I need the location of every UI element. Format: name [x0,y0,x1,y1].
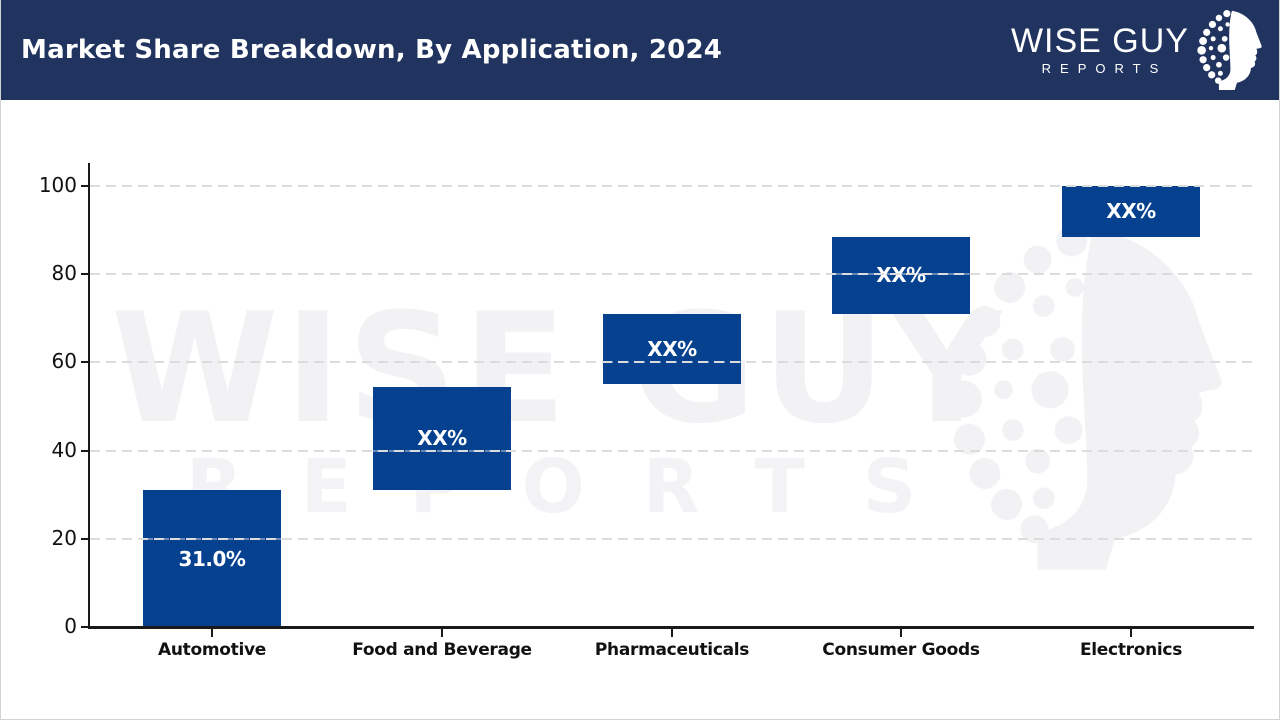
x-tick-mark [1130,629,1132,637]
y-tick-label: 60 [51,349,77,374]
bar-segment: 31.0% [143,490,281,627]
y-tick-mark [81,537,90,540]
x-category-label: Electronics [1079,640,1183,660]
y-tick-mark [81,361,90,364]
y-tick-label: 0 [64,614,77,638]
y-axis-line [88,163,90,629]
bar-segment: XX% [1062,186,1200,237]
x-tick-mark [671,629,673,637]
gridline [90,361,1254,364]
y-tick-mark [81,185,90,187]
y-tick-label: 40 [51,437,77,462]
bar-value-label: XX% [417,426,467,451]
logo-subtitle: REPORTS [1041,60,1168,76]
bar-segment: XX% [373,386,511,491]
x-tick-mark [441,629,443,637]
bar-value-label: XX% [1106,199,1156,224]
bar-value-label: XX% [876,263,926,288]
x-category-label: Automotive [157,640,267,660]
wiseguy-head-icon [1197,10,1262,90]
gridline [90,273,1254,276]
bar-segment: XX% [832,236,970,314]
gridline [90,537,1254,540]
bar-value-label: XX% [647,337,697,362]
x-category-label: Consumer Goods [822,640,980,660]
logo-wordmark: WISE GUY [1010,22,1189,61]
y-tick-label: 80 [51,261,77,286]
logo-text: WISE GUY REPORTS [1010,22,1189,76]
gridline [90,449,1254,452]
x-category-label: Pharmaceuticals [594,640,750,660]
header-bar: Market Share Breakdown, By Application, … [1,0,1279,100]
y-tick-mark [81,449,90,452]
x-category-label: Food and Beverage [352,640,532,660]
x-tick-mark [211,629,213,637]
y-tick-mark [81,626,90,628]
x-axis-line [88,626,1254,629]
y-tick-label: 20 [51,525,77,550]
page-title: Market Share Breakdown, By Application, … [21,35,723,65]
y-tick-mark [81,273,90,276]
x-tick-mark [900,629,902,637]
gridline [90,185,1254,187]
wiseguy-logo: WISE GUY REPORTS [1011,6,1265,94]
y-tick-label: 100 [38,173,77,197]
bar-value-label: 31.0% [178,546,246,571]
bar-segment: XX% [603,313,741,385]
